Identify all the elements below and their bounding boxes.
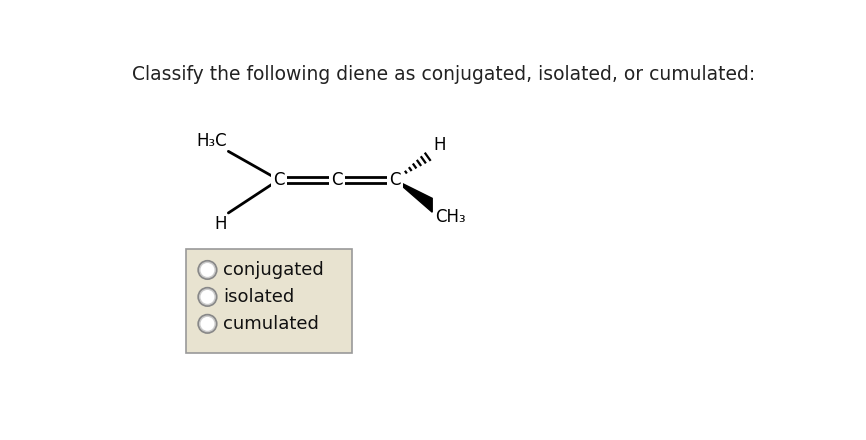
- Text: H: H: [214, 214, 227, 232]
- Circle shape: [198, 260, 216, 279]
- Text: C: C: [331, 171, 343, 189]
- FancyBboxPatch shape: [185, 249, 352, 353]
- Circle shape: [200, 317, 215, 331]
- Text: H₃C: H₃C: [197, 132, 227, 150]
- Circle shape: [198, 315, 216, 333]
- Circle shape: [200, 290, 215, 304]
- Text: C: C: [273, 171, 285, 189]
- Text: Classify the following diene as conjugated, isolated, or cumulated:: Classify the following diene as conjugat…: [132, 65, 755, 84]
- Circle shape: [200, 263, 215, 277]
- Circle shape: [198, 288, 216, 306]
- Text: cumulated: cumulated: [223, 315, 319, 333]
- Text: H: H: [433, 136, 445, 154]
- Polygon shape: [395, 180, 432, 212]
- Text: CH₃: CH₃: [436, 208, 466, 226]
- Text: isolated: isolated: [223, 288, 294, 306]
- Text: C: C: [389, 171, 401, 189]
- Text: conjugated: conjugated: [223, 261, 324, 279]
